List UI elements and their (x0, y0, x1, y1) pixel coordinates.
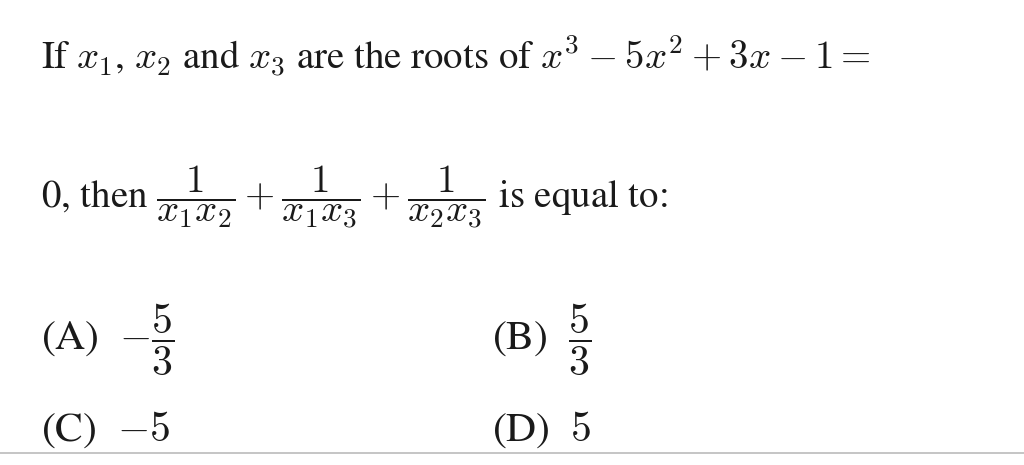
Text: (B)  $\dfrac{5}{3}$: (B) $\dfrac{5}{3}$ (492, 302, 591, 378)
Text: (C)  $-5$: (C) $-5$ (41, 409, 170, 450)
Text: 0, then $\dfrac{1}{x_1 x_2} + \dfrac{1}{x_1 x_3} + \dfrac{1}{x_2 x_3}$ is equal : 0, then $\dfrac{1}{x_1 x_2} + \dfrac{1}{… (41, 163, 668, 231)
Text: If $x_1$, $x_2$ and $x_3$ are the roots of $x^3 - 5x^2 + 3x - 1 =$: If $x_1$, $x_2$ and $x_3$ are the roots … (41, 33, 870, 79)
Text: (D)  $5$: (D) $5$ (492, 409, 591, 450)
Text: (A)  $-\dfrac{5}{3}$: (A) $-\dfrac{5}{3}$ (41, 302, 175, 378)
